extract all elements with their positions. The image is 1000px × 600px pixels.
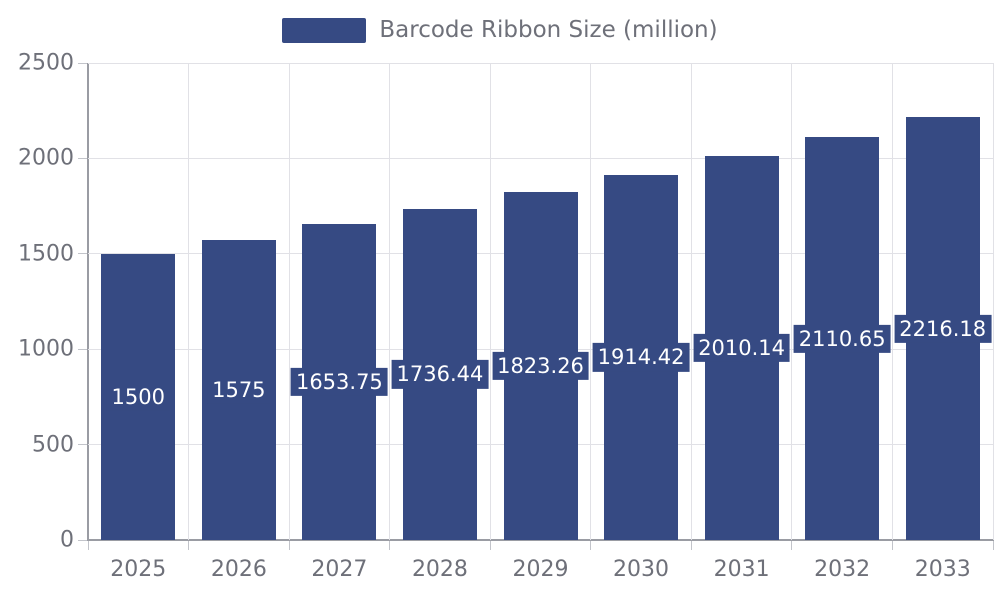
legend-item[interactable]: Barcode Ribbon Size (million) xyxy=(0,17,1000,45)
bar-value-label: 1823.26 xyxy=(492,351,589,381)
legend-label: Barcode Ribbon Size (million) xyxy=(379,17,718,43)
bar-value-label: 1575 xyxy=(207,375,271,404)
bar-value-label: 2110.65 xyxy=(793,324,891,353)
x-axis-tick xyxy=(690,541,692,550)
x-axis-tick xyxy=(389,541,391,550)
x-axis-tick xyxy=(188,541,190,550)
gridline-horizontal xyxy=(88,157,993,159)
gridline-vertical xyxy=(992,63,994,540)
x-tick-label: 2026 xyxy=(210,557,267,582)
bar-value-label: 1500 xyxy=(106,382,170,412)
x-tick-label: 2027 xyxy=(311,557,368,582)
x-tick-label: 2028 xyxy=(411,557,468,582)
bar-value-label: 2010.14 xyxy=(693,334,791,363)
y-axis-tick xyxy=(78,539,87,541)
y-tick-label: 500 xyxy=(32,432,74,458)
gridline-horizontal xyxy=(88,62,993,64)
bar-value-label: 1653.75 xyxy=(290,368,388,397)
y-tick-label: 2000 xyxy=(18,145,74,171)
plot-area: 1500 1575 1653.75 1736.44 1823.26 1914.42 2010… xyxy=(78,62,994,550)
gridline-vertical xyxy=(389,63,391,540)
gridline-vertical xyxy=(288,63,290,540)
x-axis-tick xyxy=(87,541,89,550)
x-tick-label: 2025 xyxy=(110,557,167,582)
gridline-vertical xyxy=(590,63,592,540)
bar-value-label: 1914.42 xyxy=(592,343,690,372)
bar-value-label: 2216.18 xyxy=(894,314,992,343)
gridline-vertical xyxy=(690,63,692,540)
x-axis-tick xyxy=(992,541,994,550)
bar-value-label: 1736.44 xyxy=(391,360,489,389)
y-axis-tick xyxy=(78,348,87,350)
x-tick-label: 2031 xyxy=(713,557,770,582)
x-tick-label: 2033 xyxy=(914,557,971,582)
gridline-vertical xyxy=(791,63,793,540)
y-axis-tick xyxy=(78,157,87,159)
y-tick-label: 1000 xyxy=(18,336,74,362)
x-axis-line xyxy=(87,539,994,541)
x-axis-labels: 2025 2026 2027 2028 2029 2030 2031 2032 2033 xyxy=(88,557,993,589)
x-axis-tick xyxy=(288,541,290,550)
x-axis-tick xyxy=(791,541,793,550)
y-axis-labels: 0 500 1000 1500 2000 2500 xyxy=(0,51,74,553)
y-tick-label: 2500 xyxy=(18,50,74,76)
gridline-vertical xyxy=(891,63,893,540)
gridline-vertical xyxy=(188,63,190,540)
gridline-vertical xyxy=(489,63,491,540)
x-tick-label: 2030 xyxy=(613,557,670,582)
x-axis-tick xyxy=(891,541,893,550)
y-tick-label: 1500 xyxy=(18,241,74,267)
x-axis-tick xyxy=(590,541,592,550)
x-axis-tick xyxy=(489,541,491,550)
x-tick-label: 2029 xyxy=(512,557,569,582)
y-axis-tick xyxy=(78,444,87,446)
y-axis-line xyxy=(87,63,89,540)
y-axis-tick xyxy=(78,253,87,255)
y-tick-label: 0 xyxy=(60,527,74,553)
y-axis-tick xyxy=(78,62,87,64)
x-tick-label: 2032 xyxy=(814,557,871,582)
legend-swatch xyxy=(282,18,367,44)
